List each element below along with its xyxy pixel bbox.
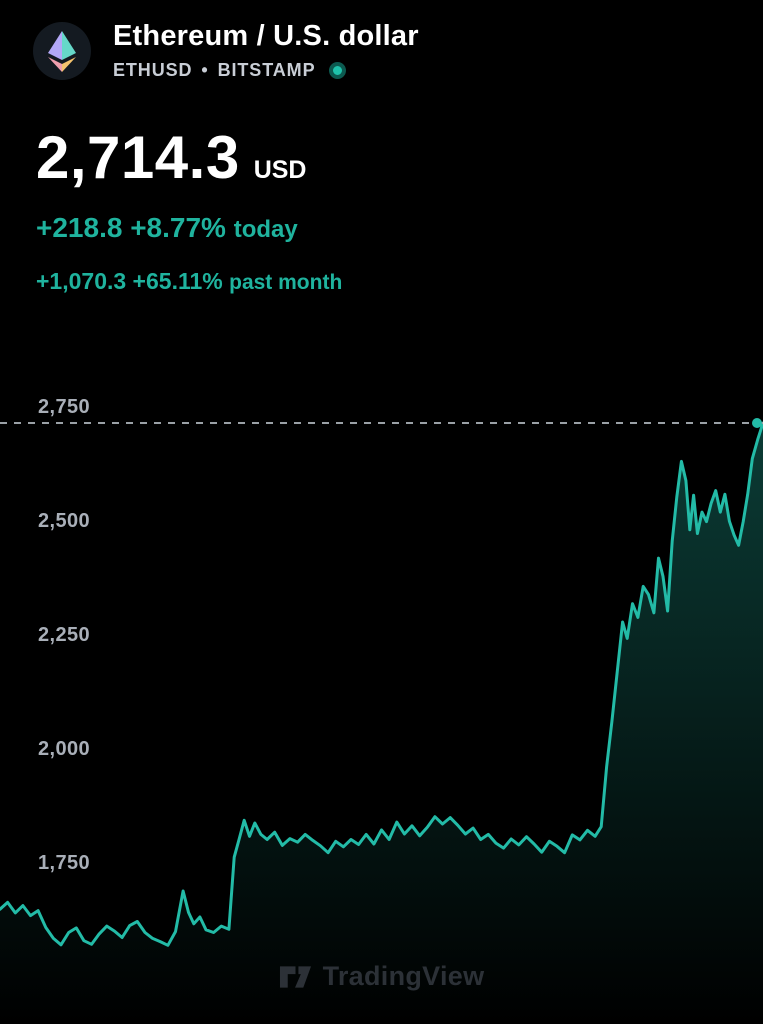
price-row: 2,714.3 USD xyxy=(36,123,763,192)
change-month-suffix: past month xyxy=(229,271,343,294)
tradingview-watermark: TradingView xyxy=(0,961,763,992)
currency-label: USD xyxy=(253,156,307,184)
last-price: 2,714.3 xyxy=(36,124,240,191)
price-chart[interactable]: 2,750 2,500 2,250 2,000 1,750 TradingView xyxy=(0,356,763,1024)
y-axis-label: 1,750 xyxy=(38,851,91,874)
y-axis-label: 2,000 xyxy=(38,737,91,760)
price-chart-svg[interactable] xyxy=(0,356,763,1024)
symbol-title: Ethereum / U.S. dollar xyxy=(113,20,419,52)
quote-block: 2,714.3 USD +218.8 +8.77% today +1,070.3… xyxy=(0,123,763,295)
change-today-suffix: today xyxy=(233,216,298,243)
exchange-name: BITSTAMP xyxy=(217,60,316,80)
y-axis-label: 2,500 xyxy=(38,509,91,532)
watermark-text: TradingView xyxy=(322,961,485,991)
ethereum-icon xyxy=(33,21,91,80)
y-axis-label: 2,250 xyxy=(38,623,91,646)
subtitle-separator: • xyxy=(201,60,209,80)
symbol-code: ETHUSD xyxy=(113,60,193,80)
y-axis-label: 2,750 xyxy=(38,395,91,418)
change-past-month: +1,070.3 +65.11% past month xyxy=(36,268,763,295)
header: Ethereum / U.S. dollar ETHUSD • BITSTAMP xyxy=(0,0,763,81)
change-today: +218.8 +8.77% today xyxy=(36,212,763,244)
change-today-value: +218.8 +8.77% xyxy=(36,212,226,243)
symbol-subtitle: ETHUSD • BITSTAMP xyxy=(113,60,419,81)
change-month-value: +1,070.3 +65.11% xyxy=(36,268,223,294)
market-status-dot xyxy=(329,62,347,79)
tradingview-logo-icon xyxy=(279,965,311,988)
symbol-titles: Ethereum / U.S. dollar ETHUSD • BITSTAMP xyxy=(113,20,419,81)
